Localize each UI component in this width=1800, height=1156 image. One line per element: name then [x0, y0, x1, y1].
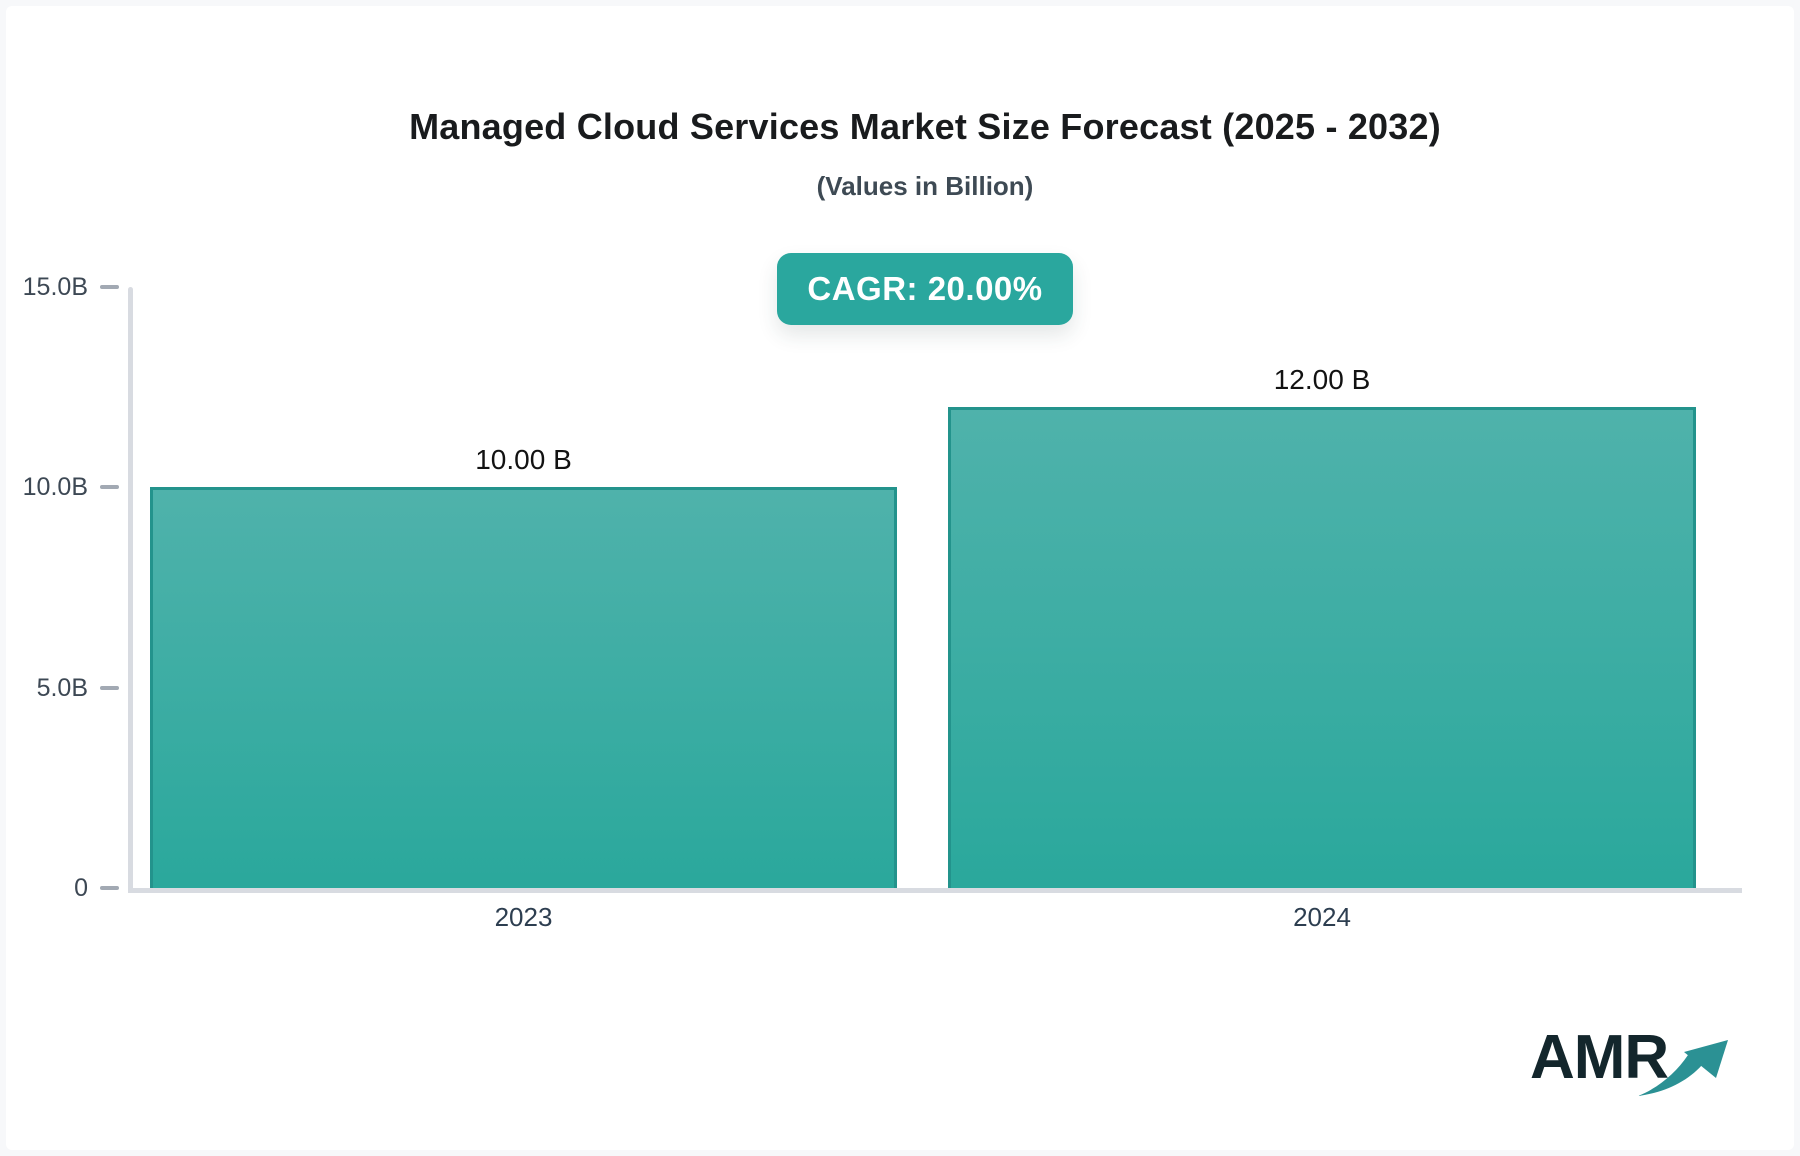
y-axis-tick-mark: [100, 285, 119, 289]
bar-2024: [948, 407, 1696, 888]
amr-logo: AMR: [1530, 1022, 1728, 1112]
x-axis-category-label: 2024: [1293, 902, 1351, 932]
y-axis-tick-label: 0: [74, 874, 88, 902]
x-axis-category-label: 2023: [494, 902, 553, 932]
y-axis-tick-mark: [100, 485, 119, 490]
chart-subtitle: (Values in Billion): [816, 171, 1034, 201]
bar-2023: [150, 487, 897, 888]
chart-title: Managed Cloud Services Market Size Forec…: [409, 106, 1441, 147]
y-axis-tick-mark: [100, 685, 119, 690]
amr-logo-text: AMR: [1530, 1023, 1669, 1092]
bar-value-label: 12.00 B: [1273, 364, 1371, 396]
bar-value-label: 10.00 B: [475, 444, 572, 476]
growth-arrow-icon: [1638, 1040, 1728, 1096]
cagr-badge: CAGR: 20.00%: [777, 253, 1073, 325]
y-axis-line: [128, 287, 133, 893]
y-axis-tick-label: 10.0B: [22, 473, 88, 502]
x-axis-line: [128, 888, 1742, 893]
y-axis-tick-label: 15.0B: [22, 273, 88, 301]
y-axis-tick-mark: [100, 886, 119, 890]
y-axis-tick-label: 5.0B: [36, 673, 88, 702]
